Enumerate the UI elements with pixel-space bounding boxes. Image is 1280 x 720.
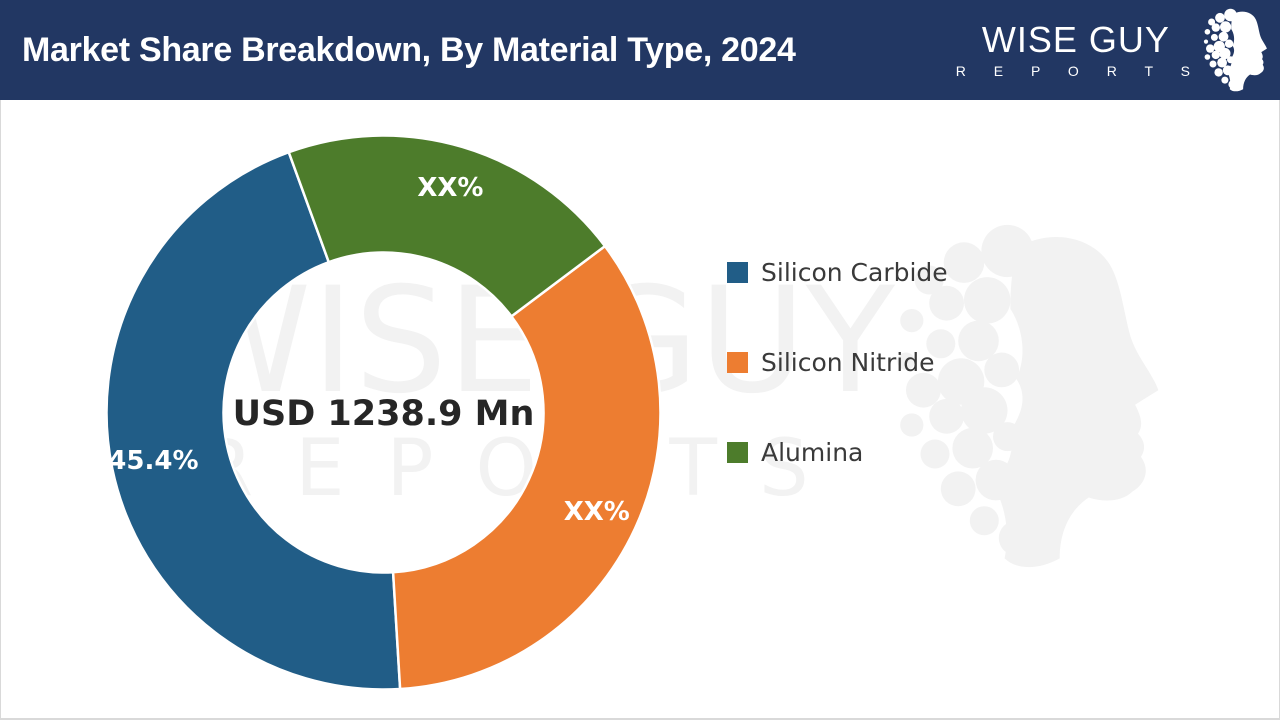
brand-face-icon xyxy=(1203,8,1267,92)
page-title: Market Share Breakdown, By Material Type… xyxy=(22,30,796,69)
donut-chart: 45.4% XX% XX% USD 1238.9 Mn xyxy=(105,134,662,691)
legend-label-silicon-nitride: Silicon Nitride xyxy=(761,347,935,377)
legend-swatch-silicon-carbide xyxy=(727,261,748,283)
segment-label-silicon-nitride: XX% xyxy=(564,497,630,527)
brand-subtext: R E P O R T S xyxy=(955,63,1202,79)
legend: Silicon Carbide Silicon Nitride Alumina xyxy=(727,258,948,531)
watermark-subtext: REPORTS xyxy=(199,424,851,514)
header: Market Share Breakdown, By Material Type… xyxy=(0,0,1280,100)
legend-item-silicon-nitride: Silicon Nitride xyxy=(727,348,948,377)
donut-segment-alumina xyxy=(287,134,607,318)
donut-center-label: USD 1238.9 Mn xyxy=(233,394,535,434)
legend-item-silicon-carbide: Silicon Carbide xyxy=(727,258,948,287)
legend-swatch-silicon-nitride xyxy=(727,351,748,373)
legend-label-silicon-carbide: Silicon Carbide xyxy=(761,257,948,287)
donut-segment-silicon-nitride xyxy=(391,244,662,691)
brand-logo-text: WISE GUY R E P O R T S xyxy=(950,19,1202,79)
chart-area: WISE GUY REPORTS 45.4% XX% XX% USD 1238.9 … xyxy=(0,100,1280,720)
donut-segment-silicon-carbide xyxy=(105,150,402,691)
legend-swatch-alumina xyxy=(727,441,748,463)
segment-label-alumina: XX% xyxy=(417,173,483,203)
brand-logo: WISE GUY R E P O R T S xyxy=(950,8,1270,92)
segment-label-silicon-carbide: 45.4% xyxy=(108,446,198,476)
donut-segments xyxy=(105,134,662,691)
legend-label-alumina: Alumina xyxy=(761,437,864,467)
brand-wordmark: WISE GUY xyxy=(981,19,1170,60)
legend-item-alumina: Alumina xyxy=(727,438,948,467)
donut-segment-labels: 45.4% XX% XX% xyxy=(108,173,630,527)
